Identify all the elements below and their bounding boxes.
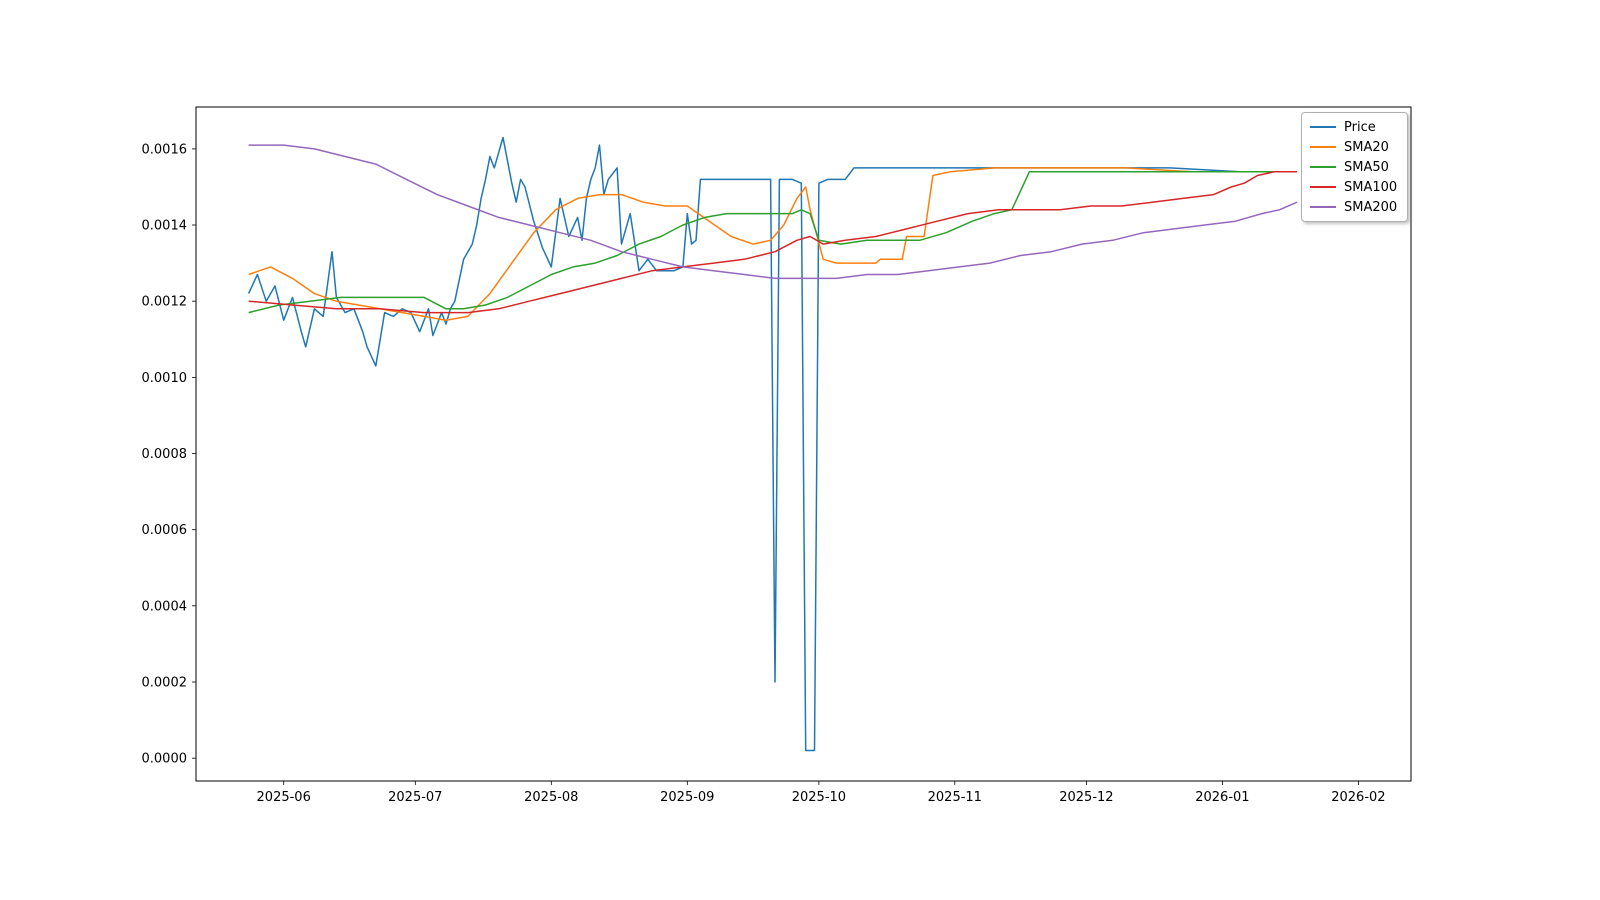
legend-entry-sma20: SMA20 (1310, 138, 1397, 156)
legend-line-sample (1310, 166, 1336, 168)
legend-label: SMA50 (1344, 159, 1389, 175)
legend-entry-sma100: SMA100 (1310, 178, 1397, 196)
x-tick-label: 2026-02 (1331, 790, 1385, 805)
y-tick-label: 0.0000 (142, 752, 188, 767)
legend-line-sample (1310, 186, 1336, 188)
series-line-sma20 (248, 167, 1297, 321)
legend-entry-price: Price (1310, 118, 1397, 136)
y-tick-label: 0.0008 (142, 447, 188, 462)
series-line-sma50 (248, 170, 1297, 314)
series-line-sma100 (248, 170, 1297, 314)
x-tick-label: 2025-06 (257, 790, 311, 805)
y-tick-label: 0.0014 (142, 219, 188, 234)
x-tick-label: 2026-01 (1195, 790, 1249, 805)
legend-entry-sma50: SMA50 (1310, 158, 1397, 176)
legend-label: SMA100 (1344, 179, 1398, 195)
legend-line-sample (1310, 126, 1336, 128)
x-tick-label: 2025-07 (388, 790, 442, 805)
y-tick-label: 0.0012 (142, 295, 188, 310)
legend-line-sample (1310, 146, 1336, 148)
x-tick-label: 2025-11 (928, 790, 982, 805)
legend-entry-sma200: SMA200 (1310, 198, 1397, 216)
legend: Price SMA20 SMA50 SMA100 SMA200 (1301, 112, 1409, 222)
y-tick-label: 0.0010 (142, 371, 188, 386)
x-tick-label: 2025-12 (1059, 790, 1113, 805)
series-line-sma200 (248, 144, 1298, 280)
axes-frame (195, 106, 1412, 782)
y-tick-label: 0.0004 (142, 599, 188, 614)
x-tick-label: 2025-10 (792, 790, 846, 805)
legend-label: Price (1344, 119, 1376, 135)
series-line-price (247, 136, 1297, 752)
x-tick-label: 2025-08 (524, 790, 578, 805)
y-tick-label: 0.0016 (142, 142, 188, 157)
legend-label: SMA20 (1344, 139, 1389, 155)
legend-label: SMA200 (1344, 199, 1398, 215)
y-tick-label: 0.0002 (142, 676, 188, 691)
y-tick-label: 0.0006 (142, 523, 188, 538)
legend-line-sample (1310, 206, 1336, 208)
x-tick-label: 2025-09 (660, 790, 714, 805)
